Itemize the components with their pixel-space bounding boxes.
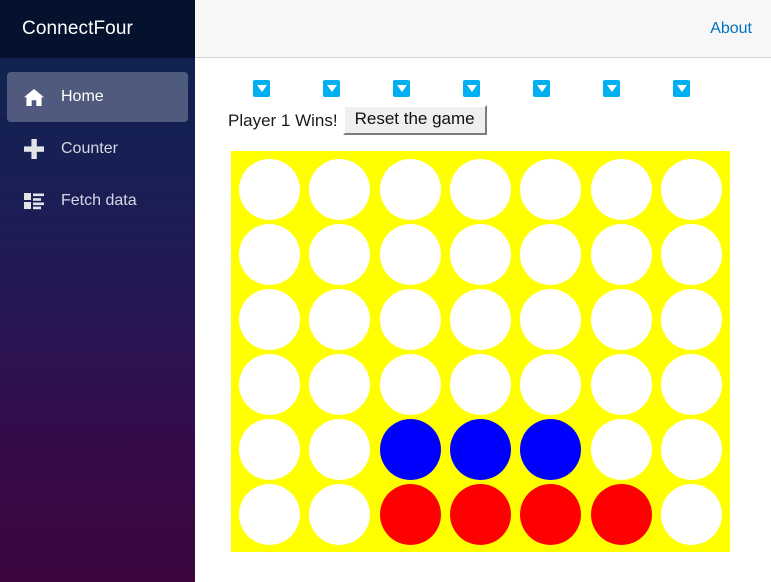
board-cell-r2-c2 xyxy=(309,224,371,285)
board-cell-r6-c6 xyxy=(590,484,652,545)
sidebar-item-fetch-data[interactable]: Fetch data xyxy=(7,176,188,226)
drop-column-4-button[interactable] xyxy=(463,80,480,97)
board-cell-r4-c4 xyxy=(449,354,511,415)
chevron-down-icon xyxy=(676,85,687,92)
board-cell-r1-c3 xyxy=(379,159,441,220)
top-bar: About xyxy=(195,0,771,58)
board-cell-r5-c7 xyxy=(660,419,722,480)
board-cell-r3-c5 xyxy=(520,289,582,350)
drop-column-3-button[interactable] xyxy=(393,80,410,97)
board-cell-r1-c7 xyxy=(660,159,722,220)
plus-icon xyxy=(21,138,47,160)
board-cell-r4-c1 xyxy=(239,354,300,415)
sidebar-item-home[interactable]: Home xyxy=(7,72,188,122)
chevron-down-icon xyxy=(466,85,477,92)
board-cell-r5-c5 xyxy=(520,419,582,480)
board-cell-r2-c1 xyxy=(239,224,300,285)
board-cell-r3-c4 xyxy=(449,289,511,350)
sidebar-item-label: Fetch data xyxy=(61,192,137,209)
sidebar-item-label: Counter xyxy=(61,140,118,157)
drop-column-6-button[interactable] xyxy=(603,80,620,97)
board-row xyxy=(235,222,726,287)
board-cell-r6-c7 xyxy=(660,484,722,545)
content-area: Player 1 Wins! Reset the game xyxy=(195,58,771,582)
board-cell-r6-c1 xyxy=(239,484,300,545)
board-cell-r1-c1 xyxy=(239,159,300,220)
board-cell-r4-c6 xyxy=(590,354,652,415)
app-title: ConnectFour xyxy=(22,18,133,39)
drop-column-1-button[interactable] xyxy=(253,80,270,97)
board-cell-r1-c6 xyxy=(590,159,652,220)
brand-header: ConnectFour xyxy=(0,0,195,58)
about-link[interactable]: About xyxy=(710,19,752,37)
sidebar-item-label: Home xyxy=(61,88,104,105)
chevron-down-icon xyxy=(326,85,337,92)
board-row xyxy=(235,287,726,352)
chevron-down-icon xyxy=(536,85,547,92)
drop-column-5-button[interactable] xyxy=(533,80,550,97)
board-row xyxy=(235,482,726,547)
board-row xyxy=(235,417,726,482)
reset-game-button[interactable]: Reset the game xyxy=(342,105,487,135)
board-cell-r2-c3 xyxy=(379,224,441,285)
board-cell-r5-c4 xyxy=(449,419,511,480)
board-cell-r4-c3 xyxy=(379,354,441,415)
board-cell-r5-c1 xyxy=(239,419,300,480)
board-cell-r1-c5 xyxy=(520,159,582,220)
board-cell-r2-c4 xyxy=(449,224,511,285)
board-cell-r3-c1 xyxy=(239,289,300,350)
board-cell-r2-c6 xyxy=(590,224,652,285)
board-cell-r3-c2 xyxy=(309,289,371,350)
game-status-text: Player 1 Wins! xyxy=(228,110,338,130)
chevron-down-icon xyxy=(606,85,617,92)
board-row xyxy=(235,157,726,222)
sidebar: ConnectFour Home Counter xyxy=(0,0,195,582)
board-cell-r2-c5 xyxy=(520,224,582,285)
board-cell-r3-c6 xyxy=(590,289,652,350)
sidebar-nav: Home Counter xyxy=(0,58,195,228)
board-cell-r5-c2 xyxy=(309,419,371,480)
board-cell-r3-c7 xyxy=(660,289,722,350)
main-area: About Player 1 Wins! Reset the game xyxy=(195,0,771,582)
board-cell-r1-c4 xyxy=(449,159,511,220)
board-cell-r2-c7 xyxy=(660,224,722,285)
board-cell-r4-c2 xyxy=(309,354,371,415)
board-cell-r6-c2 xyxy=(309,484,371,545)
board-cell-r5-c3 xyxy=(379,419,441,480)
sidebar-item-counter[interactable]: Counter xyxy=(7,124,188,174)
home-icon xyxy=(21,86,47,108)
game-board xyxy=(231,151,730,552)
board-cell-r4-c7 xyxy=(660,354,722,415)
board-cell-r1-c2 xyxy=(309,159,371,220)
chevron-down-icon xyxy=(396,85,407,92)
board-cell-r6-c4 xyxy=(449,484,511,545)
board-cell-r6-c3 xyxy=(379,484,441,545)
board-cell-r5-c6 xyxy=(590,419,652,480)
board-cell-r4-c5 xyxy=(520,354,582,415)
chevron-down-icon xyxy=(256,85,267,92)
list-icon xyxy=(21,190,47,212)
drop-button-row xyxy=(231,80,731,102)
board-row xyxy=(235,352,726,417)
drop-column-2-button[interactable] xyxy=(323,80,340,97)
status-row: Player 1 Wins! Reset the game xyxy=(195,105,487,135)
board-cell-r6-c5 xyxy=(520,484,582,545)
drop-column-7-button[interactable] xyxy=(673,80,690,97)
board-cell-r3-c3 xyxy=(379,289,441,350)
